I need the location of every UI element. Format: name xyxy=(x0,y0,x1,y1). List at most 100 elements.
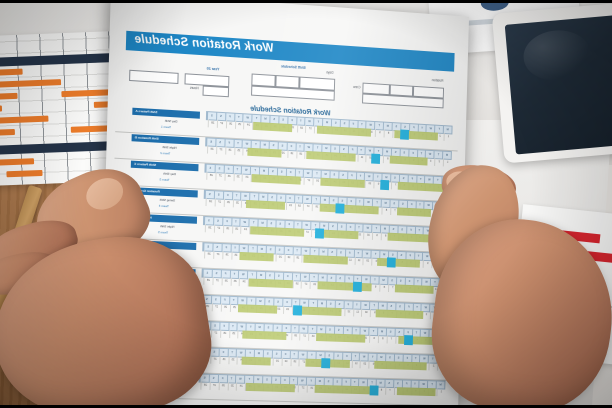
day-cell[interactable]: 20 xyxy=(272,357,282,366)
highlighted-shift-marker[interactable] xyxy=(370,153,380,164)
day-cell[interactable]: 24 xyxy=(243,121,253,130)
day-cell[interactable]: 27 xyxy=(216,119,226,129)
highlighted-shift-marker[interactable] xyxy=(387,257,397,268)
form-label: Days xyxy=(326,70,334,75)
shift-block xyxy=(241,330,287,341)
day-cell[interactable]: 18 xyxy=(294,202,304,211)
day-cell[interactable]: 18 xyxy=(292,254,302,263)
day-cell[interactable]: 10 xyxy=(361,308,371,318)
day-cell[interactable]: 11 xyxy=(351,360,361,369)
day-cell[interactable]: 25 xyxy=(233,173,243,182)
row-sublabel-team: Team 1 xyxy=(160,124,172,130)
highlighted-shift-marker[interactable] xyxy=(352,281,362,292)
day-cell[interactable]: 9 xyxy=(372,231,382,241)
day-cell[interactable]: 17 xyxy=(301,280,311,289)
form-section-label: Shift Schedule xyxy=(280,64,306,70)
highlighted-shift-marker[interactable] xyxy=(293,305,303,316)
tablet-screen[interactable] xyxy=(504,15,612,155)
day-cell[interactable]: 19 xyxy=(285,201,295,211)
day-cell[interactable]: 11 xyxy=(354,256,364,266)
day-cell[interactable]: 10 xyxy=(363,231,373,240)
day-cell[interactable]: 25 xyxy=(234,120,244,130)
shift-block xyxy=(303,254,348,265)
day-cell[interactable]: 17 xyxy=(303,202,313,212)
day-cell[interactable]: 25 xyxy=(232,199,242,208)
day-cell[interactable]: 25 xyxy=(228,330,238,339)
day-cell[interactable]: 8 xyxy=(377,335,387,344)
day-cell[interactable]: 28 xyxy=(207,119,217,128)
day-cell[interactable]: 25 xyxy=(230,277,240,287)
shift-block xyxy=(306,150,356,162)
day-cell[interactable]: 10 xyxy=(359,360,369,369)
day-cell[interactable]: 19 xyxy=(284,253,294,263)
day-cell[interactable]: 19 xyxy=(281,357,291,367)
row-label-text: Shift Rotation B xyxy=(134,134,159,141)
day-cell[interactable]: 12 xyxy=(344,308,353,317)
day-cell[interactable]: 7 xyxy=(386,335,396,344)
highlighted-shift-marker[interactable] xyxy=(404,335,414,346)
shift-block xyxy=(375,309,424,320)
form-box[interactable] xyxy=(129,69,179,85)
day-cell[interactable]: 19 xyxy=(282,305,292,315)
day-cell[interactable]: 28 xyxy=(206,145,217,155)
day-cell[interactable]: 10 xyxy=(364,180,374,189)
day-cell[interactable]: 7 xyxy=(385,386,394,395)
day-cell[interactable]: 18 xyxy=(290,358,300,367)
form-label: Crew xyxy=(353,84,361,90)
day-cell[interactable]: 17 xyxy=(298,384,308,393)
highlighted-shift-marker[interactable] xyxy=(335,203,345,214)
day-cell[interactable]: 18 xyxy=(295,150,305,159)
day-cell[interactable]: 11 xyxy=(352,308,362,317)
day-cell[interactable]: 25 xyxy=(231,225,241,234)
shift-block xyxy=(318,229,359,240)
shift-block xyxy=(376,257,421,268)
shift-block xyxy=(317,281,372,292)
form-box[interactable] xyxy=(202,85,230,98)
day-cell[interactable]: 9 xyxy=(370,283,380,292)
day-cell[interactable]: 11 xyxy=(357,153,366,163)
day-cell[interactable]: 17 xyxy=(299,332,309,341)
highlighted-shift-marker[interactable] xyxy=(369,385,379,396)
day-cell[interactable]: 24 xyxy=(240,225,250,235)
shift-block xyxy=(237,304,278,314)
screen-glare xyxy=(521,28,593,84)
row-sublabel-team: Team 2 xyxy=(160,150,171,156)
day-cell[interactable]: 8 xyxy=(381,206,391,215)
day-cell[interactable]: 26 xyxy=(225,120,235,129)
row-label-bar: Shift Rotation B xyxy=(131,134,200,146)
shift-block xyxy=(373,360,427,371)
day-cell[interactable]: 18 xyxy=(292,280,302,289)
row-sublabel-shift: Night Shift xyxy=(162,145,177,150)
day-cell[interactable]: 17 xyxy=(305,124,315,134)
tablet-device[interactable] xyxy=(491,2,612,164)
shift-block xyxy=(241,356,272,366)
day-cell[interactable]: 27 xyxy=(215,145,226,155)
day-cell[interactable]: 18 xyxy=(290,332,300,341)
day-cell[interactable]: 9 xyxy=(369,334,379,344)
form-section-label: Year 20 xyxy=(206,66,220,72)
day-cell[interactable]: 17 xyxy=(303,176,313,186)
day-cell[interactable]: 19 xyxy=(287,149,297,159)
day-cell[interactable]: 9 xyxy=(375,128,384,138)
shift-block xyxy=(245,382,296,393)
day-cell[interactable]: 24 xyxy=(236,382,246,391)
highlighted-shift-marker[interactable] xyxy=(314,228,325,239)
highlighted-shift-marker[interactable] xyxy=(321,358,331,369)
day-cell[interactable]: 24 xyxy=(241,173,252,183)
highlighted-shift-marker[interactable] xyxy=(379,179,389,191)
shift-block xyxy=(249,226,305,237)
highlighted-shift-marker[interactable] xyxy=(400,129,410,140)
day-cell[interactable]: 8 xyxy=(383,129,393,138)
row-label-bar: Shift Pattern A xyxy=(132,107,201,119)
day-cell[interactable]: 10 xyxy=(362,257,372,266)
day-cell[interactable]: 25 xyxy=(233,146,243,156)
day-cell[interactable]: 26 xyxy=(224,146,235,155)
shift-block xyxy=(248,278,294,289)
day-cell[interactable]: 8 xyxy=(379,283,389,293)
day-cell[interactable]: 18 xyxy=(296,124,306,133)
day-cell[interactable]: 1 xyxy=(443,133,453,142)
day-cell[interactable]: 24 xyxy=(239,278,249,287)
day-cell[interactable]: 20 xyxy=(275,253,285,262)
page-title: Work Rotation Schedule xyxy=(134,33,274,55)
